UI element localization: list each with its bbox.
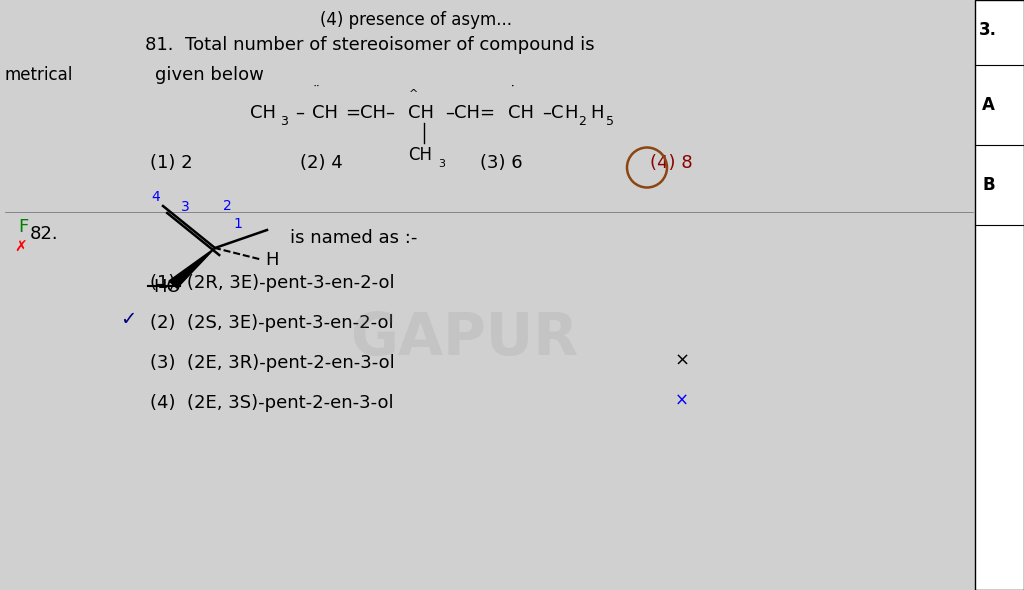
Text: 4: 4 [151,190,160,204]
Text: (2)  (2S, 3E)-pent-3-en-2-ol: (2) (2S, 3E)-pent-3-en-2-ol [150,314,393,332]
Text: is named as :-: is named as :- [290,229,418,247]
Text: H: H [564,104,578,122]
Text: 2: 2 [223,199,231,213]
Text: 3: 3 [438,159,445,169]
Text: H: H [265,251,279,269]
Text: ✓: ✓ [120,310,136,329]
Text: CH: CH [250,104,276,122]
Text: CH: CH [408,104,434,122]
Text: CH: CH [508,104,534,122]
Text: 3: 3 [181,200,190,214]
Text: 3.: 3. [979,21,997,39]
Text: (3)  (2E, 3R)-pent-2-en-3-ol: (3) (2E, 3R)-pent-2-en-3-ol [150,354,394,372]
Text: ×: × [675,352,690,370]
Polygon shape [169,248,215,288]
Text: F: F [18,218,29,236]
Text: –CH=: –CH= [445,104,495,122]
Text: (2) 4: (2) 4 [300,154,343,172]
Text: metrical: metrical [5,66,74,84]
Text: 81.  Total number of stereoisomer of compound is: 81. Total number of stereoisomer of comp… [145,36,595,54]
Text: given below: given below [155,66,264,84]
Text: ˙: ˙ [509,85,516,100]
Text: (4) presence of asym...: (4) presence of asym... [319,11,512,29]
Text: 1: 1 [233,217,242,231]
Text: –C: –C [542,104,563,122]
Bar [975,0,1024,590]
Text: (1) 2: (1) 2 [150,154,193,172]
Text: A: A [982,96,995,114]
Text: ¨: ¨ [313,86,319,100]
Text: (1)  (2R, 3E)-pent-3-en-2-ol: (1) (2R, 3E)-pent-3-en-2-ol [150,274,394,292]
Text: B: B [982,176,994,194]
Text: –: – [295,104,304,122]
Text: ✗: ✗ [14,240,27,255]
Text: ×: × [675,392,689,410]
Text: 82.: 82. [30,225,58,243]
Text: CH: CH [408,146,432,164]
Text: H: H [590,104,603,122]
Text: HO: HO [153,278,180,296]
Text: (3) 6: (3) 6 [480,154,522,172]
Text: (4) 8: (4) 8 [650,154,692,172]
Text: 3: 3 [280,115,288,128]
Text: CH: CH [312,104,338,122]
Text: (4)  (2E, 3S)-pent-2-en-3-ol: (4) (2E, 3S)-pent-2-en-3-ol [150,394,393,412]
Text: =CH–: =CH– [345,104,395,122]
Text: GAPUR: GAPUR [350,310,579,367]
Text: 2: 2 [578,115,586,128]
Text: 5: 5 [606,115,614,128]
Text: ^: ^ [409,89,419,99]
